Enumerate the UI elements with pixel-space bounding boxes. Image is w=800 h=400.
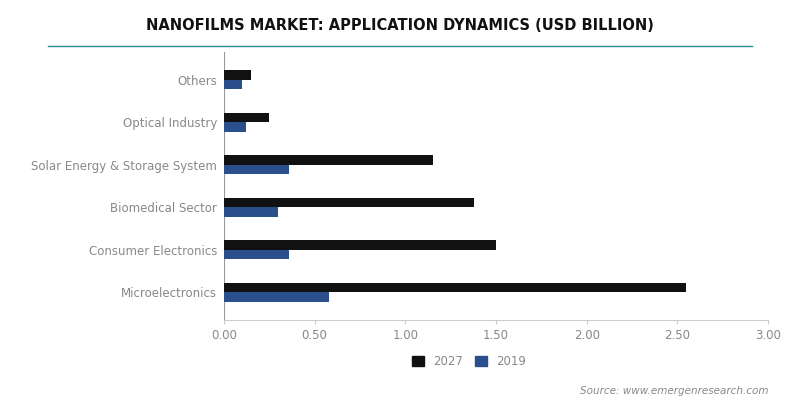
Bar xyxy=(224,240,496,250)
Bar xyxy=(224,122,246,132)
Text: NANOFILMS MARKET: APPLICATION DYNAMICS (USD BILLION): NANOFILMS MARKET: APPLICATION DYNAMICS (… xyxy=(146,18,654,33)
Bar xyxy=(224,113,270,122)
Bar xyxy=(224,155,433,165)
Bar xyxy=(224,250,290,259)
Bar xyxy=(224,80,242,89)
Bar xyxy=(224,70,251,80)
Bar xyxy=(224,165,290,174)
Bar xyxy=(224,283,686,292)
Bar xyxy=(224,207,278,217)
Legend: 2027, 2019: 2027, 2019 xyxy=(407,351,530,373)
Bar xyxy=(224,198,474,207)
Text: Source: www.emergenresearch.com: Source: www.emergenresearch.com xyxy=(579,386,768,396)
Bar xyxy=(224,292,329,302)
